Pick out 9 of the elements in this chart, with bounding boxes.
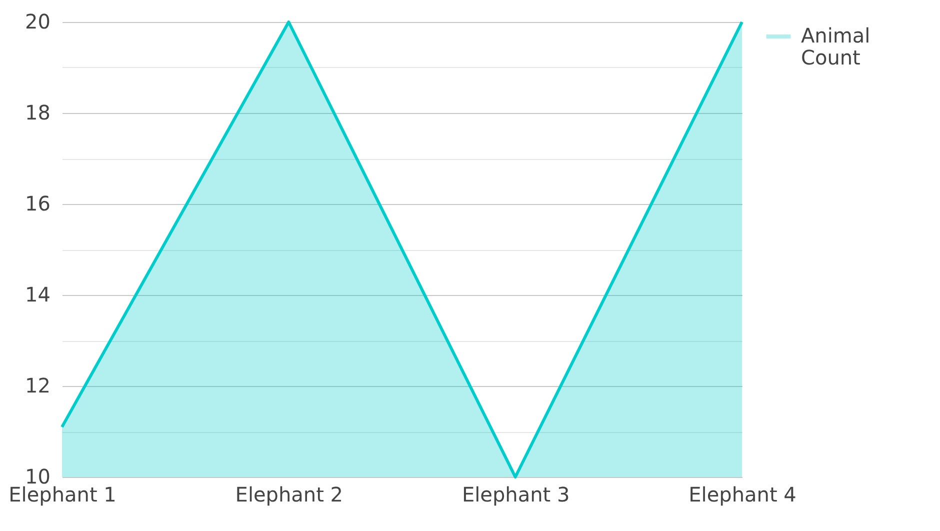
x-tick-label: Elephant 2 (235, 482, 344, 506)
y-tick-label: 14 (25, 282, 50, 306)
y-tick-label: 12 (25, 374, 50, 398)
legend-label: Animal Count (801, 24, 870, 70)
x-tick-label: Elephant 4 (688, 482, 796, 506)
y-tick-label: 16 (25, 192, 50, 216)
y-tick-label: 18 (25, 100, 50, 124)
y-tick-label: 20 (25, 10, 50, 34)
x-tick-label: Elephant 3 (462, 482, 570, 506)
